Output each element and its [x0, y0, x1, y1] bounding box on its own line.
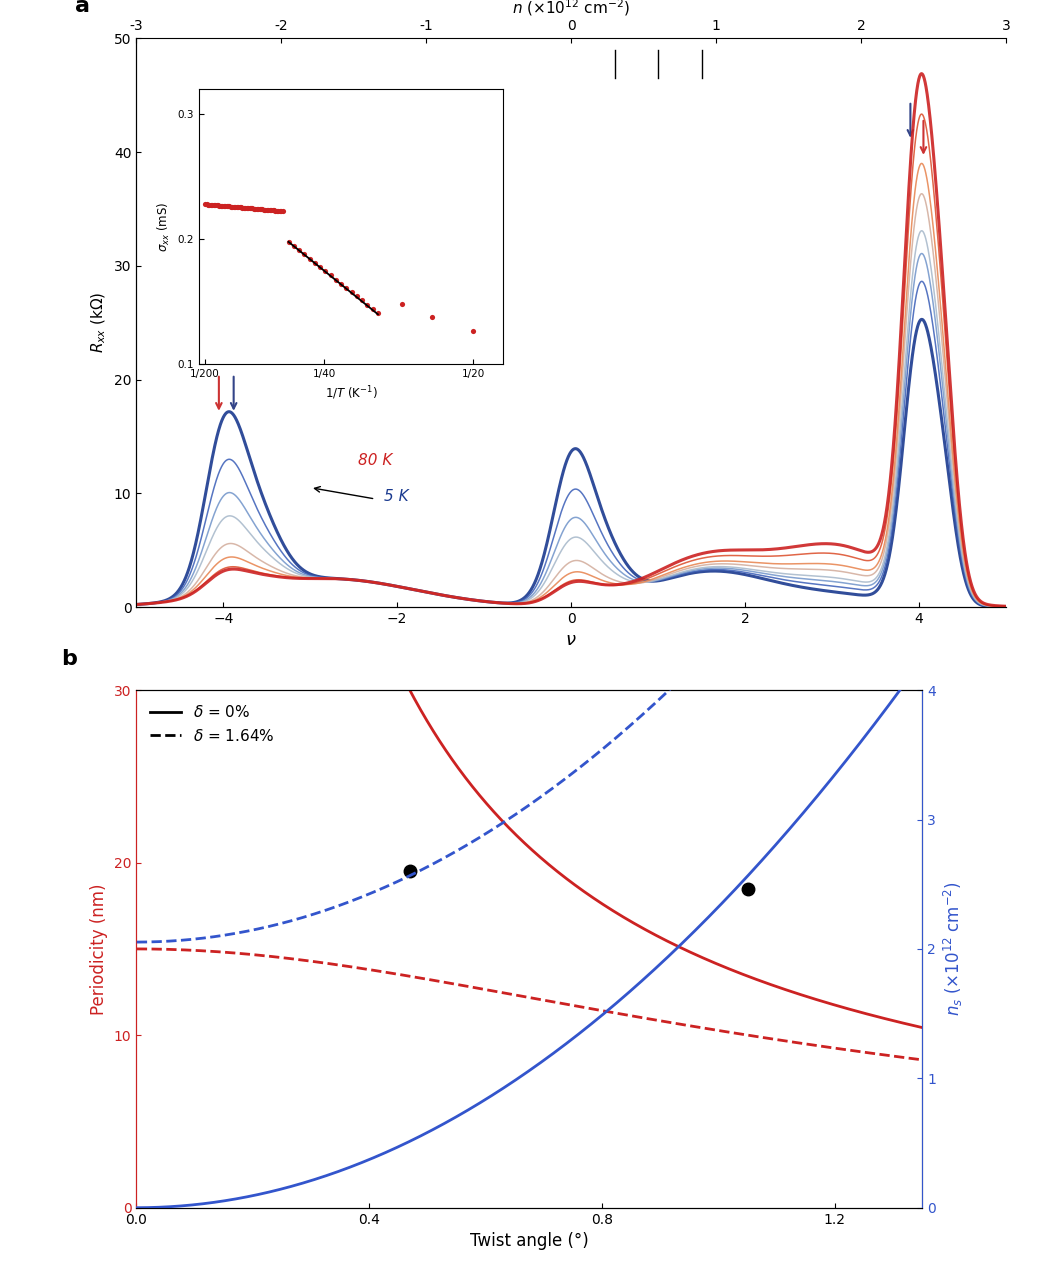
Point — [217, 196, 234, 216]
Point — [233, 197, 249, 217]
Point — [244, 198, 261, 219]
Point — [215, 196, 232, 216]
Point — [234, 197, 250, 217]
Point — [238, 198, 255, 219]
Text: a: a — [75, 0, 90, 15]
Point — [225, 197, 242, 217]
Y-axis label: $\sigma_{xx}$ (mS): $\sigma_{xx}$ (mS) — [156, 202, 172, 252]
Point — [220, 196, 237, 216]
Point — [201, 194, 218, 215]
Point — [263, 199, 280, 220]
Point — [209, 196, 225, 216]
Point — [254, 199, 270, 220]
Point — [261, 199, 278, 220]
Point — [204, 194, 221, 215]
Text: b: b — [62, 649, 78, 670]
Point — [271, 201, 288, 221]
Point — [249, 199, 266, 220]
Point — [240, 198, 257, 219]
Point — [349, 286, 366, 307]
Point — [465, 321, 482, 341]
Point — [332, 273, 349, 294]
Point — [393, 294, 410, 314]
Point — [301, 248, 318, 268]
Point — [245, 198, 262, 219]
Point — [213, 196, 230, 216]
Legend: $\delta$ = 0%, $\delta$ = 1.64%: $\delta$ = 0%, $\delta$ = 1.64% — [144, 698, 281, 750]
Point — [206, 196, 223, 216]
X-axis label: Twist angle (°): Twist angle (°) — [470, 1232, 589, 1250]
Point — [236, 198, 253, 219]
Point — [337, 277, 354, 298]
Y-axis label: $R_{xx}$ (k$\Omega$): $R_{xx}$ (k$\Omega$) — [90, 291, 108, 354]
Point — [242, 198, 259, 219]
Text: 5 K: 5 K — [385, 489, 409, 505]
Y-axis label: $n_s$ ($\times$10$^{12}$ cm$^{-2}$): $n_s$ ($\times$10$^{12}$ cm$^{-2}$) — [941, 882, 964, 1016]
Point — [267, 201, 284, 221]
Point — [221, 197, 238, 217]
Point — [344, 282, 361, 303]
Point — [218, 196, 235, 216]
Point — [275, 201, 291, 221]
Point — [211, 196, 227, 216]
Point — [260, 199, 277, 220]
Point — [264, 201, 281, 221]
Point — [306, 253, 323, 273]
Y-axis label: Periodicity (nm): Periodicity (nm) — [90, 883, 108, 1015]
Point — [259, 199, 276, 220]
Point — [222, 197, 239, 217]
Point — [237, 198, 254, 219]
X-axis label: $\nu$: $\nu$ — [565, 631, 577, 649]
Point — [202, 194, 219, 215]
Point — [423, 307, 440, 327]
Point — [268, 201, 285, 221]
Point — [224, 197, 241, 217]
Point — [232, 197, 248, 217]
Point — [228, 197, 245, 217]
Point — [272, 201, 289, 221]
Point — [248, 198, 265, 219]
Point — [265, 201, 282, 221]
X-axis label: $n$ ($\times$10$^{12}$ cm$^{-2}$): $n$ ($\times$10$^{12}$ cm$^{-2}$) — [512, 0, 630, 18]
Point — [354, 290, 371, 311]
Text: 80 K: 80 K — [358, 452, 392, 468]
Point — [359, 294, 376, 314]
Point — [247, 198, 264, 219]
Point — [322, 265, 339, 285]
Point — [280, 231, 297, 252]
Point — [210, 196, 226, 216]
Point — [365, 299, 381, 320]
Point — [257, 199, 274, 220]
Point — [205, 194, 222, 215]
Point — [316, 261, 333, 281]
Point — [370, 303, 387, 323]
Point — [253, 199, 269, 220]
Point — [226, 197, 243, 217]
Point — [252, 199, 268, 220]
Point — [198, 194, 215, 215]
Point — [290, 240, 307, 261]
Point — [270, 201, 287, 221]
Point — [296, 244, 312, 265]
Point — [230, 197, 246, 217]
Point — [197, 194, 214, 215]
X-axis label: 1/$T$ (K$^{-1}$): 1/$T$ (K$^{-1}$) — [325, 385, 377, 403]
Point — [199, 194, 216, 215]
Point — [285, 236, 302, 257]
Point — [214, 196, 231, 216]
Point — [256, 199, 272, 220]
Point — [311, 257, 328, 277]
Point — [241, 198, 258, 219]
Point — [327, 270, 344, 290]
